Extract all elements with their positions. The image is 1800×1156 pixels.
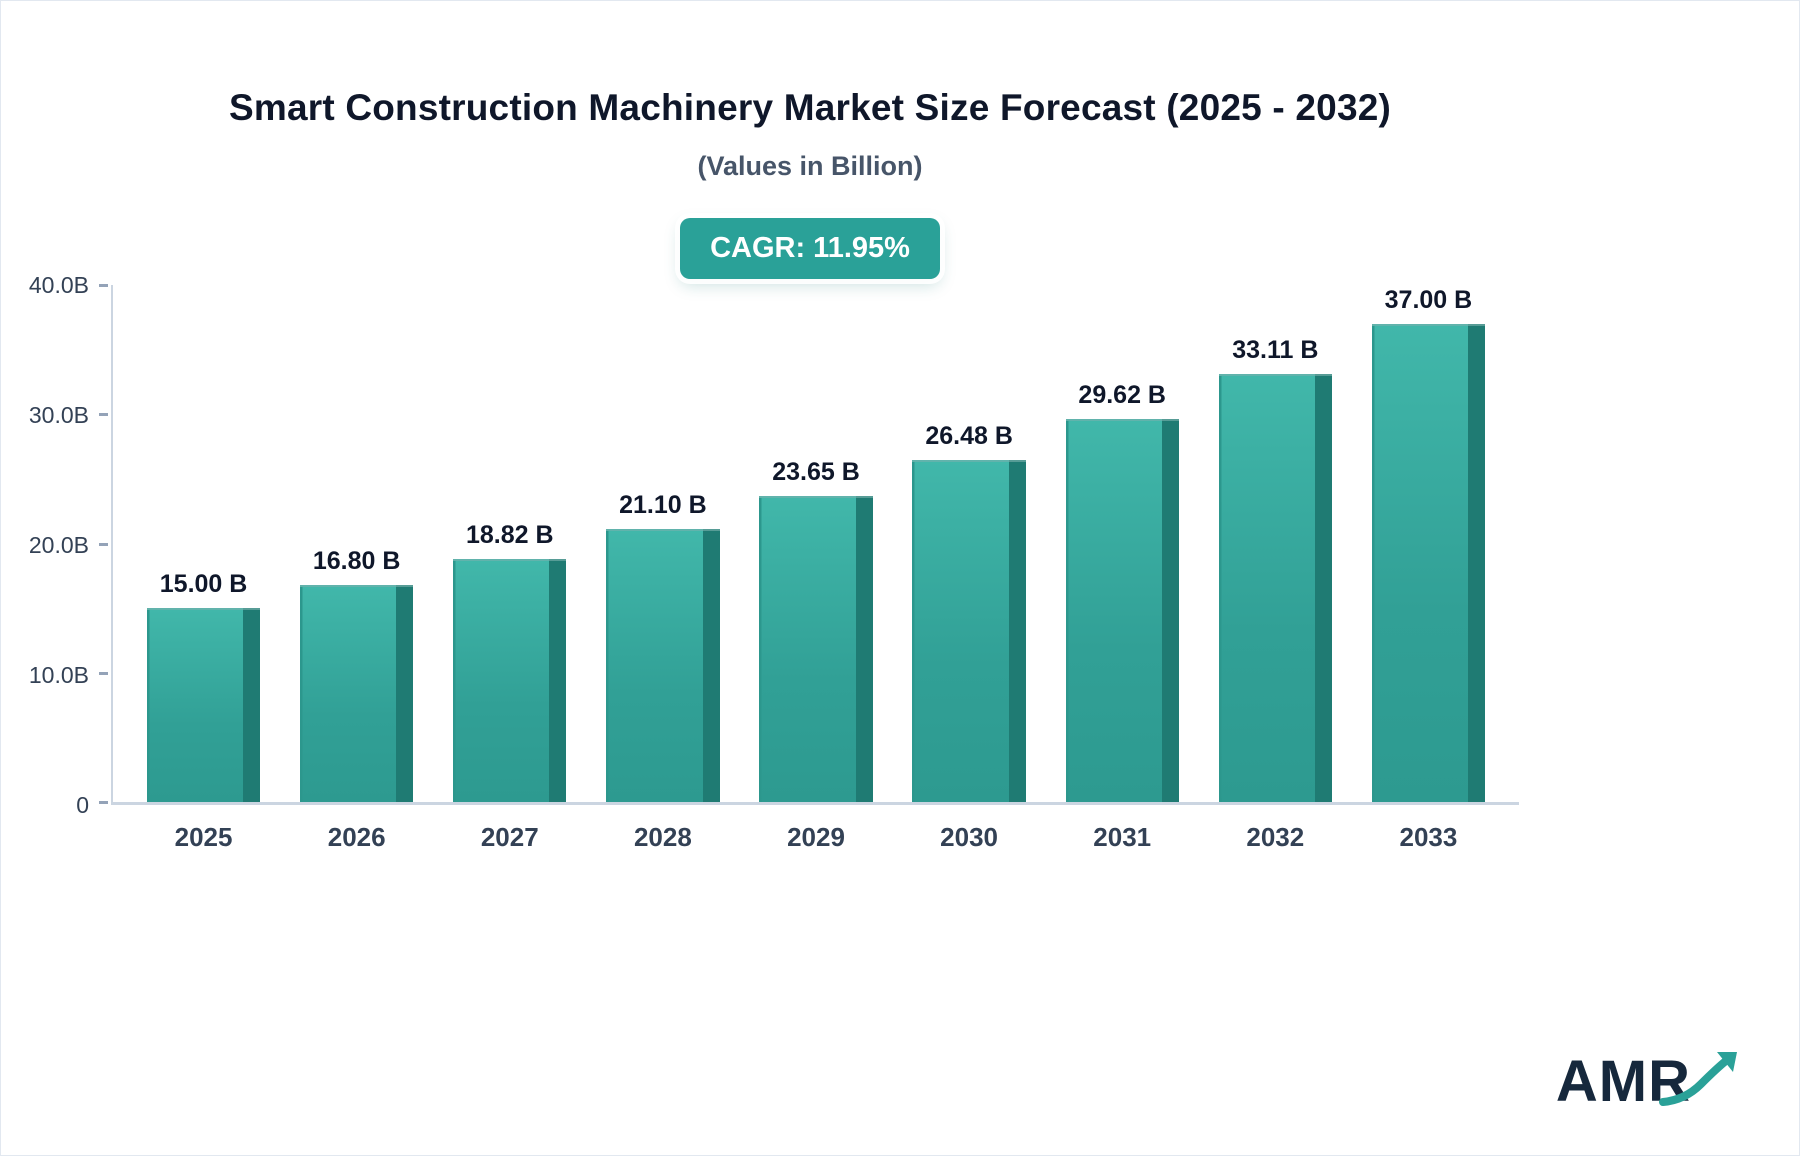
bar-cell: 29.62 B — [1046, 285, 1199, 802]
bar-cell: 15.00 B — [127, 285, 280, 802]
x-axis-label: 2025 — [174, 822, 233, 852]
x-axis-label: 2027 — [480, 822, 539, 852]
growth-arrow-icon — [1659, 1051, 1737, 1106]
bar-cell: 21.10 B — [586, 285, 739, 802]
y-axis-label: 0 — [76, 792, 89, 818]
x-axis-label: 2033 — [1399, 822, 1458, 852]
y-axis-tick — [99, 284, 108, 287]
x-axis-label: 2030 — [940, 822, 999, 852]
y-axis-tick — [99, 542, 108, 546]
bar-2027[interactable] — [453, 558, 567, 802]
bar-value-label: 15.00 B — [159, 570, 248, 599]
y-axis-tick — [99, 413, 108, 417]
cagr-badge-wrap: CAGR: 11.95% — [1, 218, 1619, 279]
bar-cell: 23.65 B — [739, 285, 892, 802]
bar-2030[interactable] — [912, 459, 1026, 802]
bar-cell: 37.00 B — [1352, 285, 1505, 802]
bar-cell: 16.80 B — [280, 285, 433, 802]
bar-2026[interactable] — [300, 584, 414, 802]
amr-logo: AMR — [1556, 1048, 1741, 1115]
x-labels-row: 2025 2026 2027 2028 2029 2030 2031 2032 2033 — [113, 822, 1519, 853]
bar-value-label: 18.82 B — [465, 520, 554, 549]
bars-row: 15.00 B 16.80 B 18.82 B 21.10 B 23.65 B 26.48… — [113, 285, 1519, 802]
bar-value-label: 23.65 B — [772, 458, 860, 487]
chart-title: Smart Construction Machinery Market Size… — [228, 87, 1392, 128]
bar-value-label: 16.80 B — [312, 546, 401, 575]
bar-cell: 18.82 B — [433, 285, 586, 802]
bar-cell: 33.11 B — [1199, 285, 1352, 802]
x-axis-label: 2028 — [633, 822, 692, 852]
bar-2031[interactable] — [1065, 419, 1179, 802]
y-axis-label: 10.0B — [28, 662, 89, 688]
bar-value-label: 21.10 B — [619, 491, 707, 520]
x-axis-label: 2026 — [327, 822, 386, 852]
bar-cell: 26.48 B — [893, 285, 1046, 802]
bar-value-label: 26.48 B — [925, 421, 1013, 450]
bar-value-label: 33.11 B — [1232, 336, 1319, 365]
chart-header: Smart Construction Machinery Market Size… — [1, 87, 1619, 182]
plot-area: 15.00 B 16.80 B 18.82 B 21.10 B 23.65 B 26.48… — [99, 284, 1519, 852]
y-axis-tick — [99, 671, 108, 675]
bar-2032[interactable] — [1218, 374, 1332, 802]
cagr-badge: CAGR: 11.95% — [680, 218, 940, 279]
y-axis-label: 20.0B — [28, 532, 89, 558]
bar-2025[interactable] — [146, 608, 261, 802]
bar-value-label: 29.62 B — [1078, 381, 1166, 410]
y-axis-tick — [99, 801, 108, 804]
x-axis-label: 2032 — [1246, 822, 1305, 852]
y-axis-label: 40.0B — [28, 272, 89, 298]
bar-2033[interactable] — [1371, 323, 1486, 802]
y-axis-label: 30.0B — [28, 402, 89, 428]
bar-value-label: 37.00 B — [1384, 285, 1473, 314]
bar-2029[interactable] — [759, 496, 873, 802]
bar-chart: 15.00 B 16.80 B 18.82 B 21.10 B 23.65 B 26.48… — [1, 272, 1619, 852]
bar-2028[interactable] — [606, 529, 720, 802]
x-axis-label: 2029 — [787, 822, 845, 852]
x-axis-label: 2031 — [1093, 822, 1152, 852]
chart-subtitle: (Values in Billion) — [697, 151, 923, 181]
